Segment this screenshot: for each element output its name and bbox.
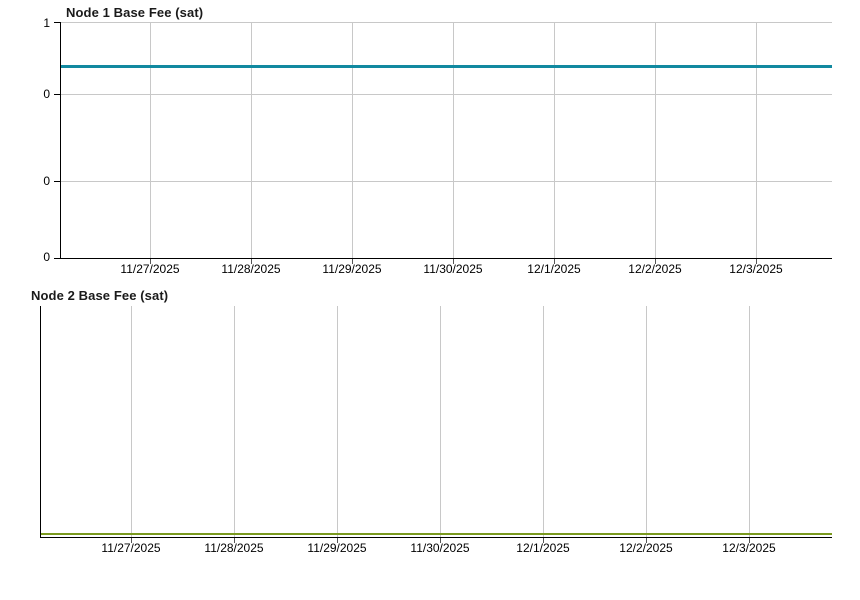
x-tick-label: 11/28/2025 (204, 541, 264, 555)
y-tick-label: 0 (43, 87, 50, 101)
x-tick-label: 12/2/2025 (628, 262, 682, 276)
x-tick-mark (756, 259, 757, 264)
y-axis-line (40, 306, 41, 538)
x-tick-label: 12/2/2025 (619, 541, 673, 555)
x-tick-mark (234, 538, 235, 543)
x-tick-label: 12/3/2025 (729, 262, 783, 276)
gridline-vertical (655, 22, 656, 259)
x-tick-label: 11/28/2025 (221, 262, 281, 276)
gridline-vertical (554, 22, 555, 259)
gridline-horizontal (60, 22, 832, 23)
x-tick-mark (543, 538, 544, 543)
gridline-vertical (543, 306, 544, 538)
gridline-vertical (150, 22, 151, 259)
y-tick-label: 0 (43, 250, 50, 264)
gridline-vertical (440, 306, 441, 538)
x-tick-mark (440, 538, 441, 543)
y-axis-line (60, 22, 61, 259)
x-tick-mark (251, 259, 252, 264)
gridline-vertical (251, 22, 252, 259)
x-tick-mark (554, 259, 555, 264)
x-tick-mark (646, 538, 647, 543)
x-tick-label: 11/29/2025 (322, 262, 382, 276)
chart-panel-node-1: Node 1 Base Fee (sat) 1 0 0 0 (0, 0, 860, 285)
y-tick-mark (54, 181, 60, 182)
x-axis-line (40, 537, 832, 538)
x-axis-line (60, 258, 832, 259)
x-tick-label: 12/1/2025 (516, 541, 570, 555)
gridline-vertical (234, 306, 235, 538)
y-tick-mark (54, 22, 60, 23)
chart-panel-node-2: Node 2 Base Fee (sat) 11/27/2025 11 (0, 285, 860, 600)
x-tick-mark (655, 259, 656, 264)
y-tick-mark (54, 258, 60, 259)
chart-title-node-1: Node 1 Base Fee (sat) (66, 5, 204, 20)
x-tick-mark (337, 538, 338, 543)
x-tick-label: 11/27/2025 (120, 262, 180, 276)
x-tick-label: 11/30/2025 (410, 541, 470, 555)
plot-area-node-1 (60, 22, 832, 259)
gridline-horizontal (60, 181, 832, 182)
y-tick-label: 1 (43, 16, 50, 30)
gridline-horizontal (60, 94, 832, 95)
x-tick-label: 11/29/2025 (307, 541, 367, 555)
gridline-vertical (756, 22, 757, 259)
x-tick-label: 12/3/2025 (722, 541, 776, 555)
x-tick-mark (352, 259, 353, 264)
gridline-vertical (131, 306, 132, 538)
x-tick-label: 12/1/2025 (527, 262, 581, 276)
x-tick-mark (131, 538, 132, 543)
gridline-vertical (646, 306, 647, 538)
gridline-vertical (337, 306, 338, 538)
chart-title-node-2: Node 2 Base Fee (sat) (31, 288, 169, 303)
x-tick-label: 11/30/2025 (423, 262, 483, 276)
gridline-vertical (352, 22, 353, 259)
y-tick-mark (54, 94, 60, 95)
plot-area-node-2 (40, 306, 832, 538)
x-tick-mark (749, 538, 750, 543)
gridline-vertical (749, 306, 750, 538)
gridline-vertical (453, 22, 454, 259)
y-tick-label: 0 (43, 174, 50, 188)
x-tick-label: 11/27/2025 (101, 541, 161, 555)
series-line-node-1 (60, 65, 832, 68)
x-tick-mark (150, 259, 151, 264)
series-line-node-2 (40, 533, 832, 535)
x-tick-mark (453, 259, 454, 264)
